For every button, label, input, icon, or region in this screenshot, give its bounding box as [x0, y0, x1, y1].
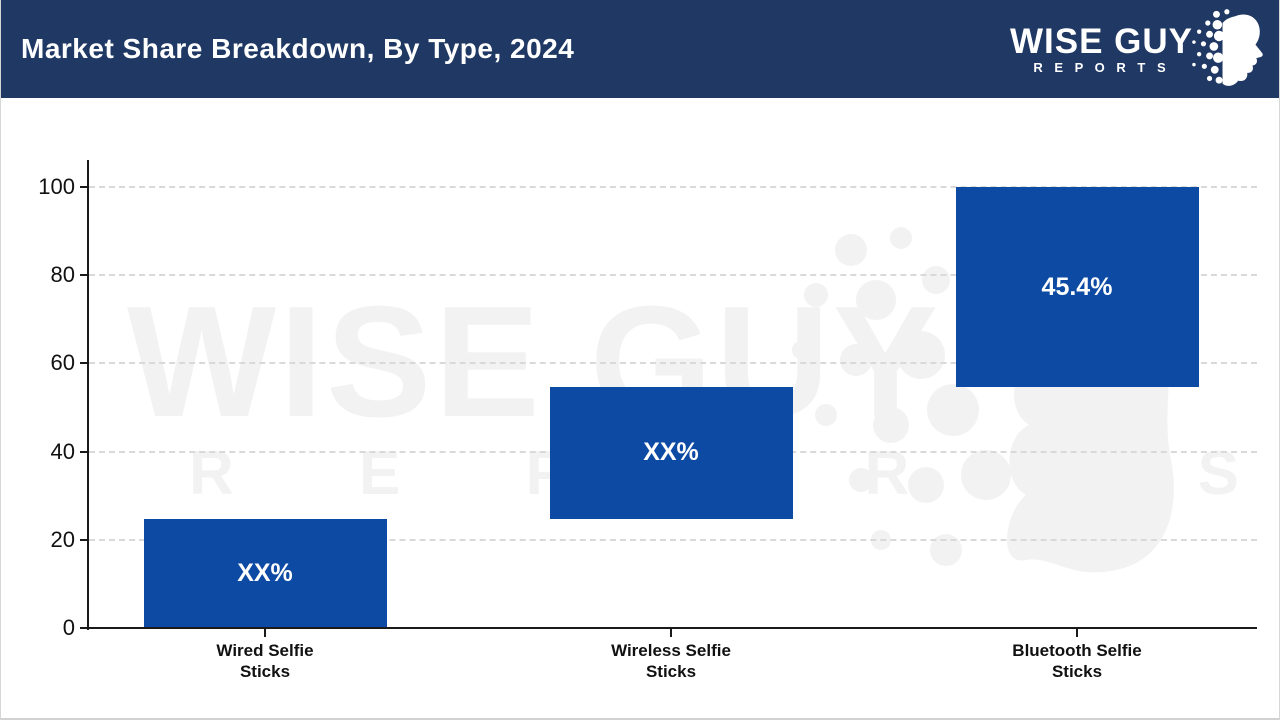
header: Market Share Breakdown, By Type, 2024 WI… [1, 0, 1279, 98]
page-title: Market Share Breakdown, By Type, 2024 [21, 33, 575, 64]
y-tick-label-60: 60 [50, 350, 75, 376]
bar-2: XX% [549, 387, 793, 519]
x-tick-mark-3 [1076, 629, 1078, 637]
gridline-80 [89, 274, 1257, 277]
x-tick-mark-1 [264, 629, 266, 637]
bar-3: 45.4% [955, 187, 1199, 388]
y-tick-label-40: 40 [50, 438, 75, 464]
bar-1: XX% [143, 518, 387, 628]
watermark-wordmark: WISE GUY [127, 274, 942, 450]
y-tick-label-20: 20 [50, 526, 75, 552]
y-tick-label-100: 100 [38, 174, 75, 199]
logo-wordmark: WISE GUY R E P O R T S [1009, 21, 1193, 75]
y-tick-mark-40 [80, 450, 89, 453]
x-tick-mark-2 [670, 629, 672, 637]
y-tick-mark-0 [80, 627, 89, 629]
y-tick-mark-100 [80, 186, 89, 188]
logo-wordmark-line1: WISE GUY [1009, 21, 1193, 61]
bar-value-label-3: 45.4% [1041, 272, 1113, 301]
y-tick-mark-60 [80, 362, 89, 365]
bar-value-label-1: XX% [237, 558, 293, 587]
logo-wordmark-line2: R E P O R T S [1033, 59, 1170, 75]
logo-face-icon [1192, 9, 1263, 86]
y-tick-mark-80 [80, 274, 89, 277]
y-axis-line [87, 160, 89, 630]
gridline-60 [89, 362, 1257, 365]
brand-logo: WISE GUY R E P O R T S [1010, 7, 1265, 91]
bar-value-label-2: XX% [643, 438, 699, 467]
y-tick-label-0: 0 [62, 615, 75, 640]
x-category-label-2: Wireless Selfie Sticks [611, 641, 731, 681]
x-category-label-3: Bluetooth Selfie Sticks [1012, 641, 1142, 681]
y-tick-mark-20 [80, 538, 89, 541]
x-category-label-1: Wired Selfie Sticks [216, 641, 314, 681]
x-axis-line [87, 627, 1257, 629]
gridline-20 [89, 538, 1257, 541]
y-tick-label-80: 80 [50, 262, 75, 288]
gridline-100 [89, 186, 1257, 188]
